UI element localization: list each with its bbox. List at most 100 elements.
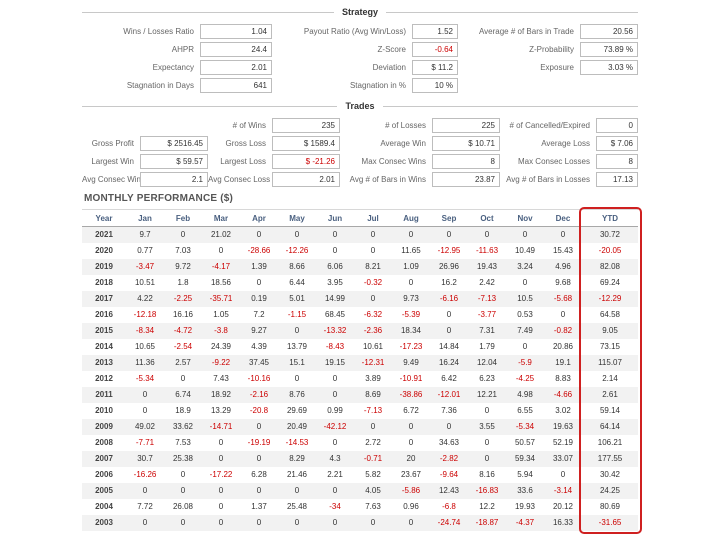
payout-ratio-value: 1.52 <box>412 24 458 39</box>
month-value-cell: -11.63 <box>475 246 499 255</box>
month-value-cell: 0 <box>484 406 490 415</box>
month-value-cell: 0 <box>256 278 262 287</box>
month-value-cell: -3.77 <box>477 310 497 319</box>
month-value-cell: 26.96 <box>438 262 460 271</box>
column-header-ytd: YTD <box>582 209 638 227</box>
avg-bars-in-losses-label: Avg # of Bars in Losses <box>506 175 590 184</box>
year-row-2019: 2019 -3.47 9.72 -4.17 1.39 8.66 6.06 8.21 1.09 26… <box>82 258 638 275</box>
divider-line <box>82 11 334 13</box>
gross-profit-label: Gross Profit <box>91 139 134 148</box>
year-cell: 2005 <box>95 486 113 495</box>
month-value-cell: 0 <box>560 470 566 479</box>
month-value-cell: 0 <box>180 486 186 495</box>
month-value-cell: 7.36 <box>441 406 457 415</box>
month-value-cell: 0 <box>180 230 186 240</box>
column-header-jul: Jul <box>354 209 392 227</box>
month-value-cell: 4.3 <box>329 454 341 463</box>
month-value-cell: -28.66 <box>247 246 271 255</box>
month-value-cell: 4.96 <box>555 262 571 271</box>
month-value-cell: 3.95 <box>327 278 343 287</box>
trades-section-header: Trades <box>82 101 638 111</box>
avg-bars-in-wins-label: Avg # of Bars in Wins <box>349 175 426 184</box>
largest-win-value: $ 59.57 <box>140 154 208 169</box>
month-value-cell: 0 <box>408 518 414 527</box>
month-value-cell: 0.19 <box>251 294 267 303</box>
trades-stats: # of Wins 235 # of Losses 225 # of Cancelled… <box>82 118 638 187</box>
month-value-cell: -42.12 <box>323 422 347 431</box>
month-value-cell: 8.69 <box>365 390 381 399</box>
strategy-stat-row: AHPR 24.4 Z-Score -0.64 Z-Probability 73.89 % <box>82 42 638 57</box>
month-value-cell: 0 <box>218 518 224 527</box>
year-cell: 2019 <box>95 262 113 271</box>
month-value-cell: 7.72 <box>137 502 153 511</box>
month-value-cell: 3.89 <box>365 374 381 383</box>
month-value-cell: 13.79 <box>286 342 308 351</box>
column-header-oct: Oct <box>468 209 506 227</box>
month-value-cell: 24.39 <box>210 342 232 351</box>
month-value-cell: -19.19 <box>247 438 271 447</box>
wins-losses-ratio-label: Wins / Losses Ratio <box>123 27 194 36</box>
avg-bars-in-losses-value: 17.13 <box>596 172 638 187</box>
ytd-value-cell: 106.21 <box>597 438 623 447</box>
month-value-cell: 5.82 <box>365 470 381 479</box>
year-cell: 2017 <box>95 294 113 303</box>
year-row-2003: 2003 0 0 0 0 0 0 0 0 -24.74 -18.87 -4.37 16.33 -31.65 <box>82 514 638 531</box>
month-value-cell: -0.71 <box>363 454 383 463</box>
max-consec-losses-label: Max Consec Losses <box>517 157 590 166</box>
year-row-2012: 2012 -5.34 0 7.43 -10.16 0 0 3.89 -10.91 6.42 6.23… <box>82 371 638 387</box>
month-value-cell: -4.37 <box>515 518 535 527</box>
month-value-cell: -2.54 <box>173 342 193 351</box>
num-losses-label: # of Losses <box>385 121 426 130</box>
month-value-cell: 0 <box>370 230 376 240</box>
divider-line <box>82 105 338 107</box>
month-value-cell: -4.17 <box>211 262 231 271</box>
month-value-cell: -3.8 <box>214 326 228 335</box>
trades-stat-row: # of Wins 235 # of Losses 225 # of Cancelled… <box>82 118 638 133</box>
month-value-cell: -6.8 <box>442 502 456 511</box>
month-value-cell: 10.5 <box>517 294 533 303</box>
month-value-cell: 20.86 <box>552 342 574 351</box>
month-value-cell: 6.06 <box>327 262 343 271</box>
month-value-cell: 7.43 <box>213 374 229 383</box>
month-value-cell: 1.39 <box>251 262 267 271</box>
trades-stat-row: Avg Consec Wins 2.1 Avg Consec Loss 2.01 Avg… <box>82 172 638 187</box>
month-value-cell: 12.43 <box>438 486 460 495</box>
year-cell: 2007 <box>95 454 113 463</box>
divider-line <box>382 105 638 107</box>
month-value-cell: 4.98 <box>517 390 533 399</box>
month-value-cell: 33.07 <box>552 454 574 463</box>
year-cell: 2014 <box>95 342 113 351</box>
month-value-cell: -12.18 <box>133 310 157 319</box>
ytd-value-cell: 69.24 <box>599 278 621 287</box>
month-value-cell: -6.32 <box>363 310 383 319</box>
month-value-cell: 0 <box>142 390 148 399</box>
month-value-cell: 0.99 <box>327 406 343 415</box>
month-value-cell: -8.43 <box>325 342 345 351</box>
ytd-value-cell: -20.05 <box>598 246 622 255</box>
month-value-cell: 21.46 <box>286 470 308 479</box>
month-value-cell: 9.68 <box>555 278 571 287</box>
strategy-stats: Wins / Losses Ratio 1.04 Payout Ratio (Avg… <box>82 24 638 93</box>
month-value-cell: 16.16 <box>172 310 194 319</box>
year-row-2011: 2011 0 6.74 18.92 -2.16 8.76 0 8.69 -38.86 -12.01… <box>82 386 638 403</box>
month-value-cell: -4.66 <box>553 390 573 399</box>
month-value-cell: -0.32 <box>363 278 383 287</box>
ytd-value-cell: 64.58 <box>599 310 621 319</box>
gross-profit-value: $ 2516.45 <box>140 136 208 151</box>
month-value-cell: 14.99 <box>324 294 346 303</box>
month-value-cell: 0 <box>446 310 452 319</box>
month-value-cell: 6.44 <box>289 278 305 287</box>
year-row-2015: 2015 -8.34 -4.72 -3.8 9.27 0 -13.32 -2.36 18.34 0… <box>82 322 638 339</box>
month-value-cell: 50.57 <box>514 438 536 447</box>
month-value-cell: 7.49 <box>517 326 533 335</box>
month-value-cell: 1.09 <box>403 262 419 271</box>
year-row-2020: 2020 0.77 7.03 0 -28.66 -12.26 0 0 11.65 -12.95 -1… <box>82 243 638 259</box>
month-value-cell: 0 <box>180 470 186 479</box>
month-value-cell: 0 <box>332 374 338 383</box>
year-row-2014: 2014 10.65 -2.54 24.39 4.39 13.79 -8.43 10.61 -1… <box>82 339 638 355</box>
month-value-cell: 10.65 <box>134 342 156 351</box>
month-value-cell: 29.69 <box>286 406 308 415</box>
ytd-value-cell: 24.25 <box>599 486 621 495</box>
month-value-cell: 7.63 <box>365 502 381 511</box>
month-value-cell: 16.2 <box>441 278 457 287</box>
